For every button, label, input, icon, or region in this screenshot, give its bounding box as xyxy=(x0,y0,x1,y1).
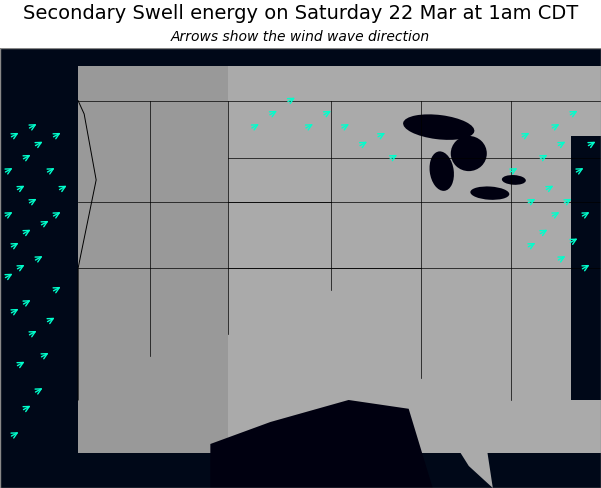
Bar xyxy=(78,66,228,453)
Ellipse shape xyxy=(430,152,454,191)
Polygon shape xyxy=(433,409,493,488)
Bar xyxy=(78,66,601,453)
Text: Arrows show the wind wave direction: Arrows show the wind wave direction xyxy=(171,30,430,43)
Ellipse shape xyxy=(471,187,509,201)
Text: Secondary Swell energy on Saturday 22 Mar at 1am CDT: Secondary Swell energy on Saturday 22 Ma… xyxy=(23,4,578,23)
Ellipse shape xyxy=(403,115,474,141)
Bar xyxy=(571,137,601,400)
Ellipse shape xyxy=(502,176,526,185)
Polygon shape xyxy=(210,400,433,488)
Ellipse shape xyxy=(451,137,487,172)
